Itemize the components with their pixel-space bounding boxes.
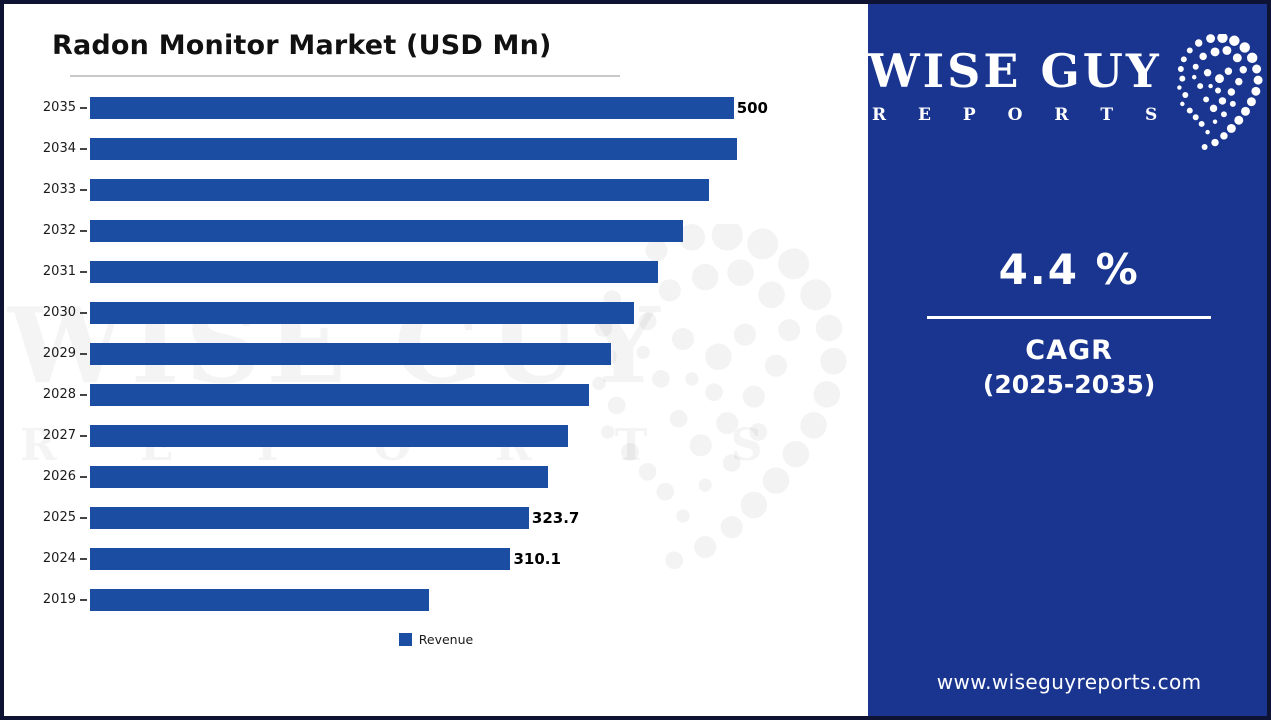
cagr-period: (2025-2035) xyxy=(982,370,1156,399)
chart-legend: Revenue xyxy=(4,632,868,647)
bar-row: 2031 xyxy=(4,251,868,292)
bar-track xyxy=(90,137,768,160)
bar-track: 310.1 xyxy=(90,547,768,570)
y-axis-label: 2032 xyxy=(42,223,76,238)
revenue-bar xyxy=(90,465,549,488)
bar-track xyxy=(90,465,768,488)
bar-chart: 2035 500 2034 2033 2032 2031 2030 2029 2028 2027 2… xyxy=(4,87,868,620)
bar-row: 2026 xyxy=(4,456,868,497)
y-axis-label: 2028 xyxy=(42,387,76,402)
y-axis-label: 2033 xyxy=(42,182,76,197)
bar-row: 2019 xyxy=(4,579,868,620)
revenue-bar xyxy=(90,96,734,119)
cagr-label: CAGR xyxy=(1025,335,1113,366)
bar-row: 2029 xyxy=(4,333,868,374)
revenue-bar xyxy=(90,301,635,324)
y-axis-tick xyxy=(80,475,87,478)
revenue-bar xyxy=(90,178,710,201)
bar-track xyxy=(90,342,768,365)
website-url: www.wiseguyreports.com xyxy=(936,670,1202,694)
revenue-bar xyxy=(90,137,737,160)
title-divider xyxy=(70,75,620,77)
bar-value-label: 323.7 xyxy=(531,508,580,527)
y-axis-tick xyxy=(80,147,87,150)
revenue-bar xyxy=(90,547,511,570)
y-axis-label: 2019 xyxy=(42,592,76,607)
y-axis-label: 2024 xyxy=(42,551,76,566)
y-axis-label: 2027 xyxy=(42,428,76,443)
bar-row: 2032 xyxy=(4,210,868,251)
bar-row: 2034 xyxy=(4,128,868,169)
revenue-bar xyxy=(90,506,529,529)
cagr-value: 4.4 % xyxy=(998,245,1140,294)
logo-head-dots-icon xyxy=(1177,34,1263,150)
y-axis-label: 2031 xyxy=(42,264,76,279)
bar-track xyxy=(90,260,768,283)
y-axis-tick xyxy=(80,434,87,437)
bar-track: 323.7 xyxy=(90,506,768,529)
bar-row: 2028 xyxy=(4,374,868,415)
bar-track xyxy=(90,383,768,406)
wiseguy-logo: WISE GUY R E P O R T S xyxy=(868,34,1267,153)
logo-wordmark: WISE GUY xyxy=(868,44,1162,98)
y-axis-label: 2029 xyxy=(42,346,76,361)
logo-text: WISE GUY R E P O R T S xyxy=(868,48,1170,125)
bar-value-label: 500 xyxy=(736,98,768,117)
bar-row: 2035 500 xyxy=(4,87,868,128)
y-axis-tick xyxy=(80,188,87,191)
revenue-bar xyxy=(90,219,684,242)
chart-panel: WISE GUY R E P O R T S Radon Monitor Mar… xyxy=(4,4,868,716)
y-axis-tick xyxy=(80,393,87,396)
brand-panel: WISE GUY R E P O R T S 4.4 % CAGR (2025-… xyxy=(868,4,1267,716)
bar-row: 2024 310.1 xyxy=(4,538,868,579)
revenue-bar xyxy=(90,588,429,611)
y-axis-label: 2035 xyxy=(42,100,76,115)
revenue-bar xyxy=(90,424,569,447)
y-axis-label: 2034 xyxy=(42,141,76,156)
bar-track: 500 xyxy=(90,96,768,119)
cagr-divider xyxy=(927,316,1212,319)
logo-subtitle: R E P O R T S xyxy=(872,105,1171,125)
y-axis-label: 2026 xyxy=(42,469,76,484)
bar-row: 2033 xyxy=(4,169,868,210)
y-axis-tick xyxy=(80,557,87,560)
y-axis-tick xyxy=(80,352,87,355)
legend-swatch xyxy=(398,633,412,646)
y-axis-tick xyxy=(80,516,87,519)
y-axis-tick xyxy=(80,106,87,109)
y-axis-tick xyxy=(80,311,87,314)
legend-label: Revenue xyxy=(418,632,474,647)
bar-track xyxy=(90,178,768,201)
bar-track xyxy=(90,301,768,324)
y-axis-label: 2025 xyxy=(42,510,76,525)
bar-track xyxy=(90,588,768,611)
bar-row: 2025 323.7 xyxy=(4,497,868,538)
revenue-bar xyxy=(90,383,590,406)
revenue-bar xyxy=(90,342,612,365)
bar-track xyxy=(90,424,768,447)
bar-track xyxy=(90,219,768,242)
bar-row: 2027 xyxy=(4,415,868,456)
chart-title: Radon Monitor Market (USD Mn) xyxy=(52,30,552,61)
bar-row: 2030 xyxy=(4,292,868,333)
revenue-bar xyxy=(90,260,659,283)
y-axis-label: 2030 xyxy=(42,305,76,320)
y-axis-tick xyxy=(80,229,87,232)
y-axis-tick xyxy=(80,270,87,273)
bar-value-label: 310.1 xyxy=(513,549,561,568)
y-axis-tick xyxy=(80,598,87,601)
